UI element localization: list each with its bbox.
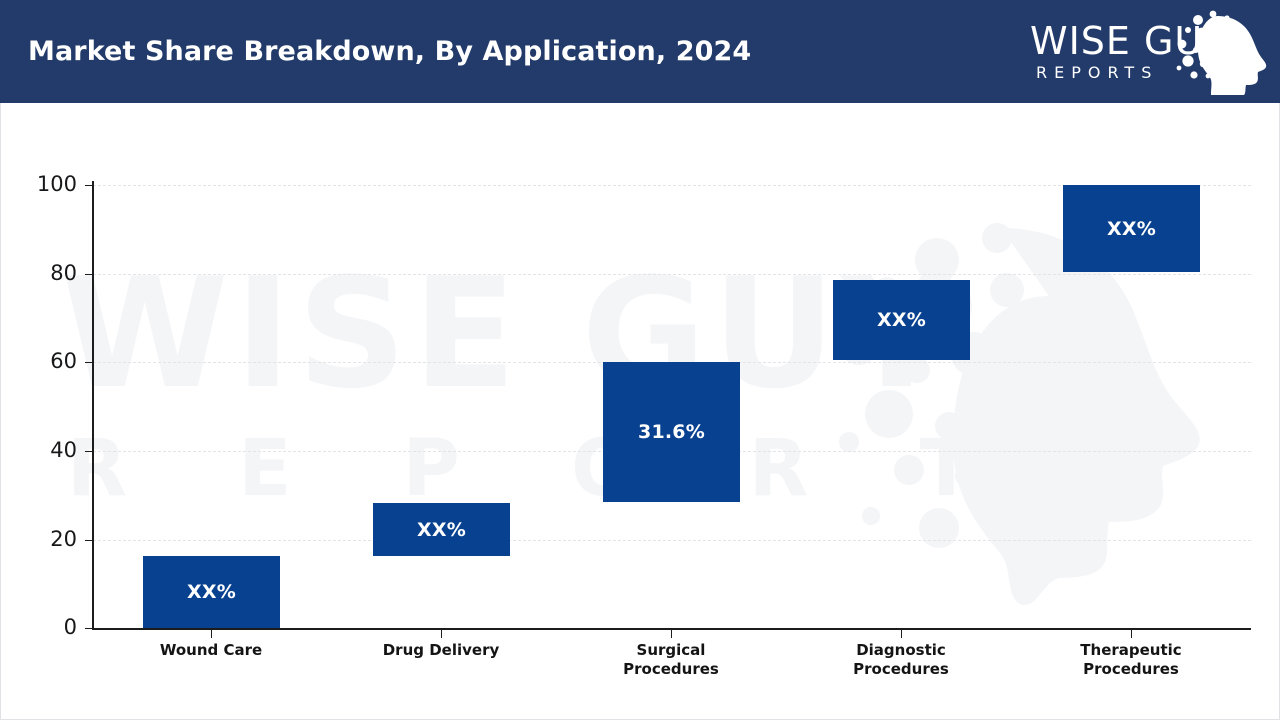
- y-tick-60: [85, 362, 93, 363]
- y-axis-line: [92, 181, 94, 630]
- gridline-80: [93, 274, 1251, 275]
- gridline-100: [93, 185, 1251, 186]
- wise-guy-reports-logo: WISE GUY REPORTS: [1022, 6, 1274, 96]
- x-axis-line: [93, 628, 1251, 630]
- bar-value-label-therapeutic-procedures: XX%: [1107, 217, 1156, 240]
- x-tick-surgical-procedures: [671, 630, 672, 638]
- plot-area: 100 80 60 40 20 0 XX% XX% 31.6% XX%: [1, 103, 1279, 719]
- bar-value-label-surgical-procedures: 31.6%: [638, 421, 705, 443]
- x-tick-drug-delivery: [441, 630, 442, 638]
- x-tick-diagnostic-procedures: [901, 630, 902, 638]
- watermark-line-1: WISE GUY: [61, 245, 958, 422]
- bar-value-label-diagnostic-procedures: XX%: [877, 309, 926, 331]
- x-axis-label-therapeutic-procedures: Therapeutic Procedures: [1080, 641, 1182, 678]
- y-axis-label-100: 100: [36, 172, 77, 196]
- bar-wound-care[interactable]: XX%: [143, 556, 280, 628]
- svg-text:WISE GUY: WISE GUY: [1030, 19, 1227, 63]
- bar-drug-delivery[interactable]: XX%: [373, 503, 510, 556]
- x-tick-therapeutic-procedures: [1131, 630, 1132, 638]
- y-axis-label-0: 0: [63, 615, 77, 639]
- y-tick-20: [85, 540, 93, 541]
- bar-surgical-procedures[interactable]: 31.6%: [603, 362, 740, 502]
- page-header: Market Share Breakdown, By Application, …: [0, 0, 1280, 103]
- x-axis-label-diagnostic-procedures: Diagnostic Procedures: [853, 641, 949, 678]
- bar-value-label-wound-care: XX%: [187, 581, 236, 603]
- y-axis-label-80: 80: [50, 261, 77, 285]
- y-tick-40: [85, 451, 93, 452]
- y-axis-label-40: 40: [50, 438, 77, 462]
- y-axis-label-60: 60: [50, 349, 77, 373]
- chart-card: WISE GUY R E P O R T S: [0, 103, 1280, 720]
- svg-text:REPORTS: REPORTS: [1036, 63, 1158, 82]
- bar-diagnostic-procedures[interactable]: XX%: [833, 280, 970, 360]
- y-tick-80: [85, 274, 93, 275]
- y-tick-0: [85, 628, 93, 629]
- x-axis-label-wound-care: Wound Care: [159, 641, 263, 659]
- x-axis-label-drug-delivery: Drug Delivery: [382, 641, 500, 659]
- page-title: Market Share Breakdown, By Application, …: [28, 36, 752, 67]
- bar-therapeutic-procedures[interactable]: XX%: [1063, 185, 1200, 272]
- y-tick-100: [85, 185, 93, 186]
- y-axis-label-20: 20: [50, 527, 77, 551]
- gridline-20: [93, 540, 1251, 541]
- x-tick-wound-care: [211, 630, 212, 638]
- x-axis-label-surgical-procedures: Surgical Procedures: [623, 641, 719, 678]
- bar-value-label-drug-delivery: XX%: [417, 518, 466, 541]
